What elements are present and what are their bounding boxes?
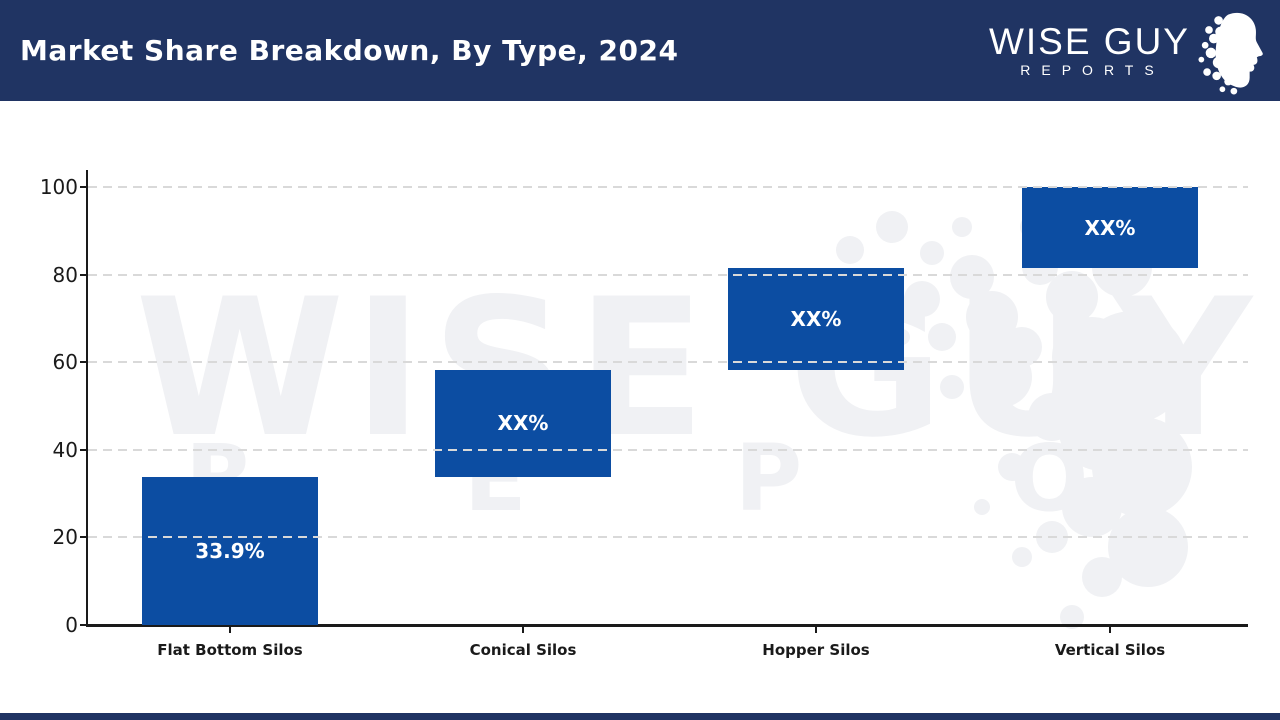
y-tick-label-40: 40 <box>52 437 78 462</box>
gridline-60 <box>88 361 1248 364</box>
x-tick-mark-4 <box>1109 625 1111 633</box>
logo-subtext: REPORTS <box>1020 61 1165 78</box>
wise-guy-reports-logo: WISE GUY REPORTS <box>989 0 1268 101</box>
x-tick-mark-2 <box>522 625 524 633</box>
x-tick-mark-1 <box>229 625 231 633</box>
x-axis-line <box>86 624 1248 627</box>
bar-hopper-silos-text: XX% <box>790 307 842 332</box>
y-tick-mark-80 <box>80 273 87 276</box>
header-band: Market Share Breakdown, By Type, 2024 WI… <box>0 0 1280 101</box>
logo-text: WISE GUY REPORTS <box>988 20 1190 79</box>
y-tick-mark-40 <box>80 448 87 451</box>
y-tick-label-20: 20 <box>52 525 78 550</box>
bar-flat-bottom-silos: 33.9% <box>142 476 318 625</box>
bar-vertical-silos-text: XX% <box>1084 215 1136 240</box>
y-tick-label-60: 60 <box>52 350 78 375</box>
y-tick-mark-100 <box>80 186 87 188</box>
x-axis-label-4: Vertical Silos <box>1054 641 1166 659</box>
bar-conical-silos-text: XX% <box>497 411 549 436</box>
bar-vertical-silos: XX% <box>1022 187 1198 269</box>
y-tick-mark-60 <box>80 361 87 364</box>
y-tick-mark-20 <box>80 536 87 539</box>
footer-band <box>0 713 1280 720</box>
x-tick-mark-3 <box>815 625 817 633</box>
page-title: Market Share Breakdown, By Type, 2024 <box>20 34 679 67</box>
x-axis-label-2: Conical Silos <box>469 641 577 659</box>
bar-hopper-silos: XX% <box>728 268 904 371</box>
y-axis-line <box>86 170 88 627</box>
gridline-80 <box>88 273 1248 276</box>
logo-head-icon <box>1198 12 1263 95</box>
y-tick-label-100: 100 <box>39 175 78 199</box>
gridline-100 <box>88 186 1248 188</box>
bar-flat-bottom-silos-text: 33.9% <box>195 538 265 563</box>
y-tick-mark-0 <box>80 624 87 626</box>
y-tick-label-0: 0 <box>65 613 78 637</box>
gridline-20 <box>88 536 1248 539</box>
x-axis-label-3: Hopper Silos <box>762 641 870 659</box>
logo-wordmark: WISE GUY <box>988 20 1190 62</box>
gridline-40 <box>88 448 1248 451</box>
waterfall-chart: 33.9% XX% XX% XX% 0 20 40 60 80 100 Flat Bottom Si… <box>0 101 1280 713</box>
bar-conical-silos: XX% <box>435 370 611 477</box>
y-tick-label-80: 80 <box>52 262 78 287</box>
x-axis-label-1: Flat Bottom Silos <box>157 641 303 659</box>
